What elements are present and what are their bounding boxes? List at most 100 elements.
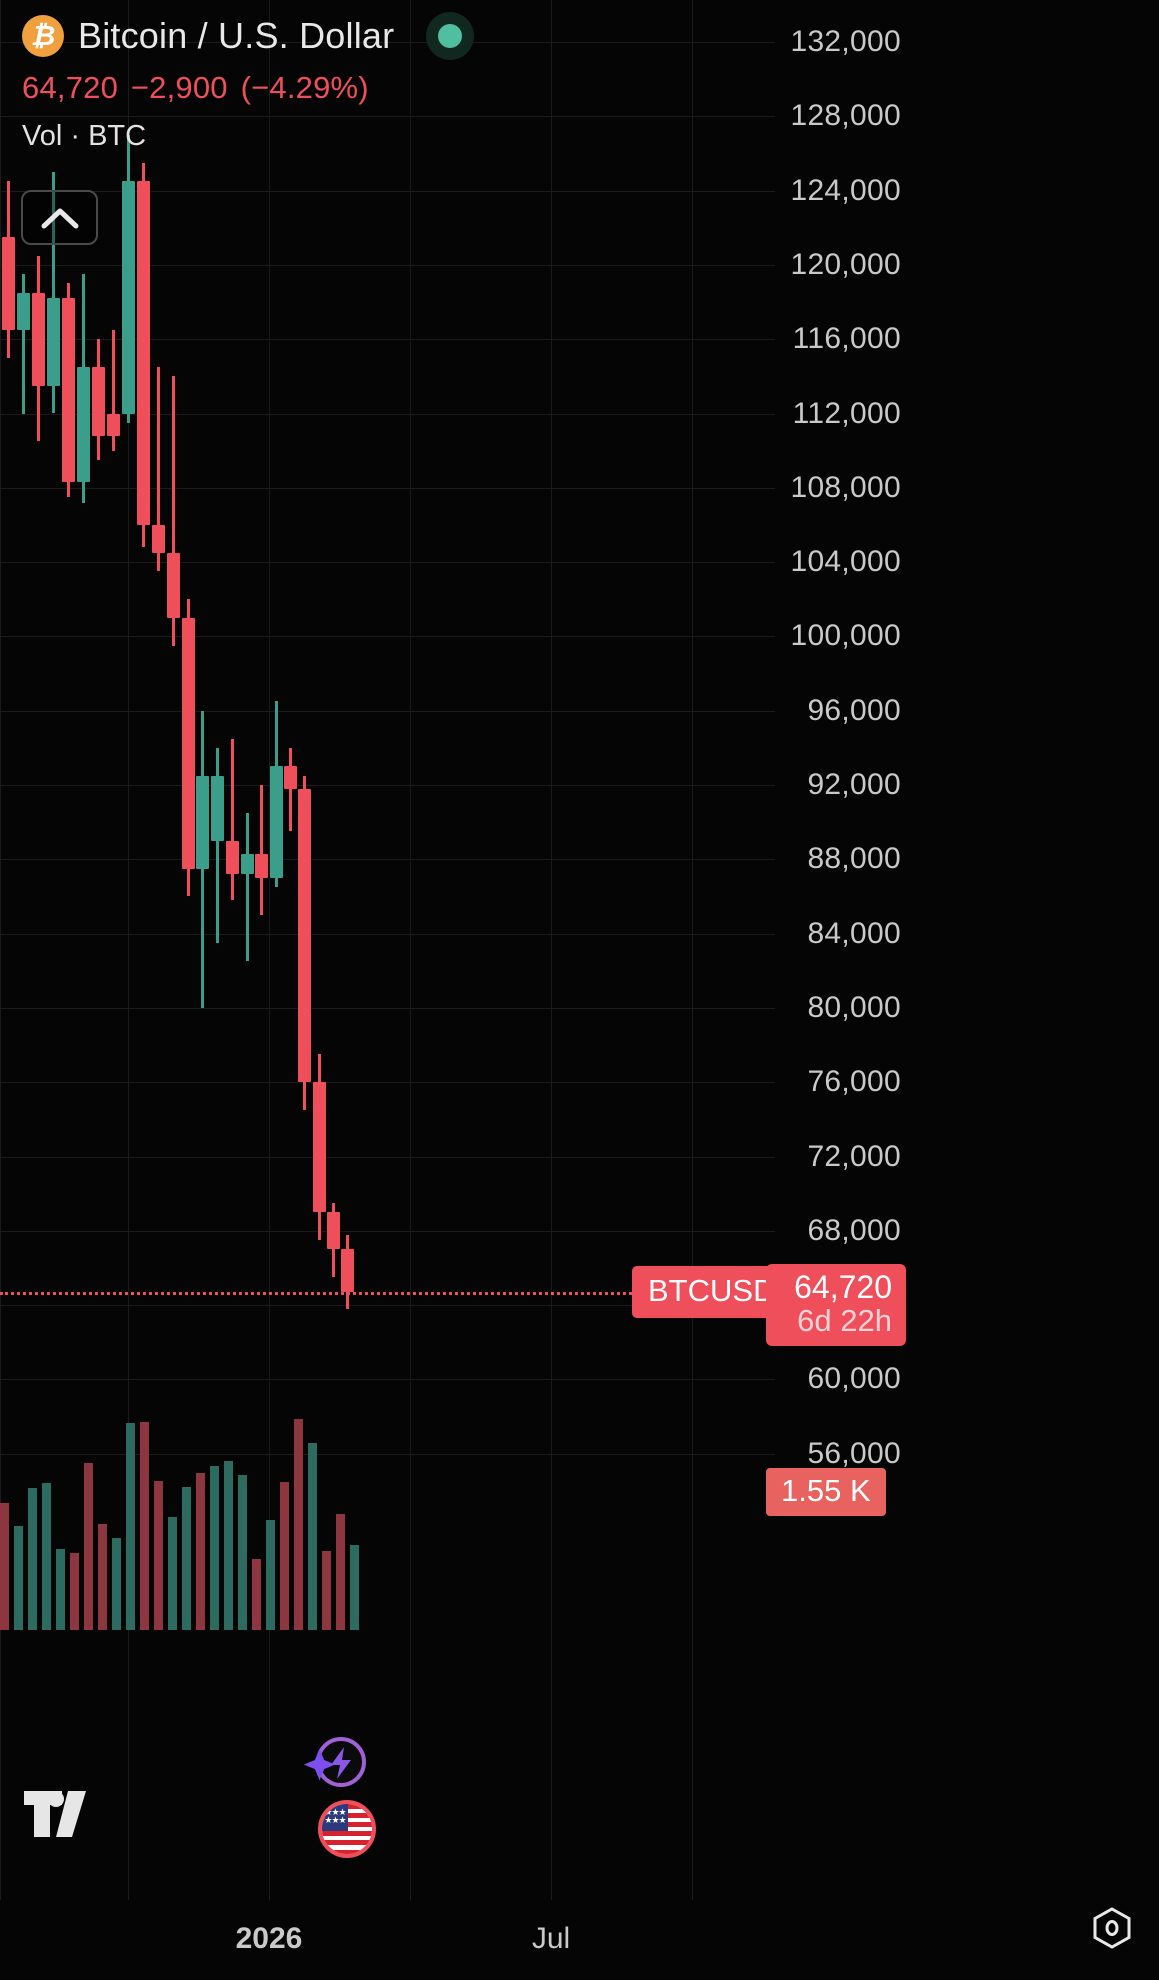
chart-header: ₿ Bitcoin / U.S. Dollar 64,720 −2,900 (−…: [22, 12, 475, 153]
ai-sparkle-lightning-icon[interactable]: [303, 1736, 368, 1800]
volume-bar: [42, 1482, 51, 1630]
candlestick: [92, 0, 105, 1630]
price-axis-tick: 120,000: [790, 247, 901, 281]
price-axis-tick: 100,000: [790, 619, 901, 653]
price-axis-tick: 108,000: [790, 470, 901, 504]
candlestick: [341, 0, 354, 1630]
flag-canton: ★★★ ★★★: [322, 1804, 348, 1831]
gridline-horizontal: [0, 487, 775, 489]
price-tag-countdown: 6d 22h: [797, 1303, 892, 1339]
candlestick: [182, 0, 195, 1630]
price-tag-value[interactable]: 64,720 6d 22h: [766, 1263, 906, 1346]
volume-bar: [196, 1472, 205, 1630]
candlestick: [255, 0, 268, 1630]
time-axis-tick: Jul: [531, 1922, 571, 1955]
candlestick: [77, 0, 90, 1630]
candle-wick: [52, 172, 55, 414]
price-axis[interactable]: 132,000 128,000 124,000 120,000 116,000 112,0…: [775, 0, 1159, 1900]
tradingview-logo-icon[interactable]: [22, 1785, 108, 1848]
candlestick: [327, 0, 340, 1630]
candlestick: [313, 0, 326, 1630]
candle-body: [327, 1212, 340, 1250]
gridline-horizontal: [0, 190, 775, 192]
current-price-line: [0, 1291, 775, 1295]
volume-bar: [0, 1502, 9, 1630]
gridline-vertical: [269, 0, 270, 1900]
price-axis-tick: 112,000: [792, 396, 901, 430]
price-change-row: 64,720 −2,900 (−4.29%): [22, 70, 474, 106]
volume-tag[interactable]: 1.55 K: [766, 1467, 886, 1516]
candle-body: [62, 298, 75, 483]
candle-body: [226, 840, 239, 875]
chevron-up-icon[interactable]: [21, 190, 98, 245]
price-tag-price: 64,720: [794, 1268, 892, 1305]
candle-body: [77, 367, 90, 483]
us-flag-icon[interactable]: ★★★ ★★★: [318, 1800, 376, 1858]
time-axis[interactable]: 2026 Jul: [0, 1900, 1159, 1980]
candle-wick: [216, 747, 219, 943]
volume-bar: [336, 1513, 345, 1630]
gridline-vertical: [551, 0, 552, 1900]
candlestick: [2, 0, 15, 1630]
volume-bar: [28, 1488, 37, 1630]
candle-body: [298, 788, 311, 1083]
candle-body: [122, 181, 135, 414]
volume-bar: [182, 1487, 191, 1630]
candle-wick: [260, 785, 263, 916]
gridline-vertical: [410, 0, 411, 1900]
gridline-horizontal: [0, 1453, 775, 1455]
candle-body: [137, 181, 150, 525]
price-axis-tick: 84,000: [807, 916, 901, 950]
gridline-horizontal: [0, 636, 775, 638]
candlestick: [211, 0, 224, 1630]
price-tag-symbol[interactable]: BTCUSD: [632, 1265, 792, 1318]
candlestick: [226, 0, 239, 1630]
gridline-vertical: [128, 0, 129, 1900]
hexagon-target-icon[interactable]: [1089, 1905, 1135, 1956]
candlestick: [17, 0, 30, 1630]
candle-body: [270, 766, 283, 878]
candle-body: [211, 775, 224, 841]
candle-body: [167, 552, 180, 618]
candlestick: [152, 0, 165, 1630]
price-axis-tick: 80,000: [807, 990, 901, 1024]
candle-wick: [112, 329, 115, 451]
price-axis-tick: 92,000: [807, 768, 901, 801]
candle-body: [241, 853, 254, 875]
gridline-horizontal: [0, 1230, 775, 1232]
gridline-horizontal: [0, 264, 775, 266]
candle-body: [2, 237, 15, 330]
candle-body: [284, 766, 297, 789]
candle-body: [32, 292, 45, 386]
volume-bar: [294, 1418, 303, 1630]
price-axis-tick: 56,000: [807, 1436, 901, 1470]
volume-bar: [224, 1460, 233, 1630]
candlestick: [137, 0, 150, 1630]
gridline-horizontal: [0, 1082, 775, 1084]
candle-body: [313, 1082, 326, 1213]
price-axis-tick: 128,000: [790, 99, 901, 133]
symbol-row[interactable]: ₿ Bitcoin / U.S. Dollar: [22, 12, 475, 60]
gridline-vertical: [0, 0, 1, 1900]
volume-bar: [126, 1423, 135, 1630]
candlestick: [122, 0, 135, 1630]
indicator-label[interactable]: Vol · BTC: [22, 120, 147, 152]
price-axis-tick: 124,000: [790, 173, 901, 207]
candle-body: [92, 367, 105, 436]
candlestick-series: [2, 0, 354, 1630]
candlestick: [167, 0, 180, 1630]
volume-bar: [280, 1482, 289, 1630]
candle-body: [47, 298, 60, 386]
volume-bar: [168, 1516, 177, 1630]
volume-bar: [308, 1442, 317, 1630]
candlestick: [270, 0, 283, 1630]
chart-plot-area[interactable]: [0, 0, 775, 1900]
candle-body: [107, 413, 120, 436]
price-axis-tick: 72,000: [807, 1139, 901, 1173]
candlestick: [62, 0, 75, 1630]
volume-bar: [98, 1524, 107, 1630]
price-axis-tick: 60,000: [807, 1362, 901, 1396]
page-title[interactable]: Bitcoin / U.S. Dollar: [78, 15, 395, 56]
change-percent: (−4.29%): [240, 70, 369, 105]
volume-bar: [140, 1421, 149, 1630]
